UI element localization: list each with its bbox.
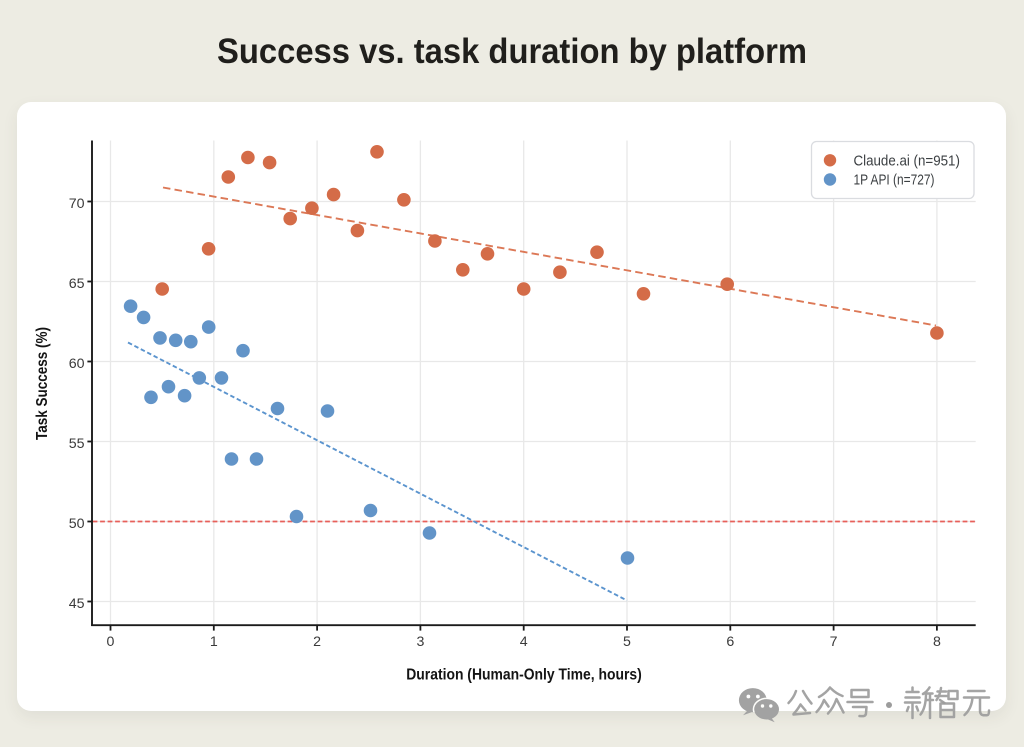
svg-text:70: 70 — [69, 196, 85, 212]
svg-text:60: 60 — [69, 356, 85, 372]
svg-text:50: 50 — [69, 516, 85, 532]
svg-text:Success vs. task duration by p: Success vs. task duration by platform — [217, 32, 807, 71]
svg-text:Claude.ai (n=951): Claude.ai (n=951) — [854, 152, 960, 169]
svg-text:45: 45 — [69, 596, 85, 612]
svg-text:8: 8 — [933, 634, 941, 650]
svg-text:Duration (Human-Only Time, hou: Duration (Human-Only Time, hours) — [406, 666, 642, 683]
svg-text:0: 0 — [107, 634, 115, 650]
svg-text:3: 3 — [416, 634, 424, 650]
svg-text:2: 2 — [313, 634, 321, 650]
svg-text:1P API (n=727): 1P API (n=727) — [854, 172, 935, 189]
svg-text:5: 5 — [623, 634, 631, 650]
svg-text:1: 1 — [210, 634, 218, 650]
svg-text:Task Success (%): Task Success (%) — [34, 327, 51, 440]
svg-text:6: 6 — [726, 634, 734, 650]
svg-text:7: 7 — [830, 634, 838, 650]
svg-text:65: 65 — [69, 276, 85, 292]
svg-text:55: 55 — [69, 436, 85, 452]
svg-text:4: 4 — [520, 634, 528, 650]
